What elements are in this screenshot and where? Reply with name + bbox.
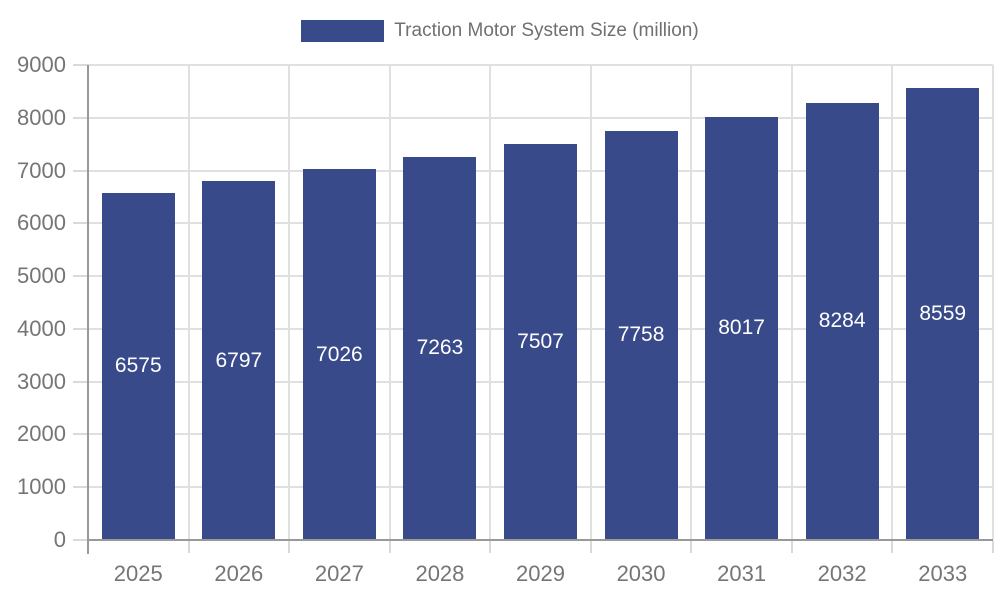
bar: 6575: [101, 192, 175, 540]
bar: 8017: [705, 116, 779, 540]
v-gridline: [489, 65, 492, 540]
bar-value-label: 7263: [416, 336, 464, 360]
y-axis-label: 2000: [17, 421, 66, 447]
v-gridline: [690, 65, 693, 540]
y-axis-label: 1000: [17, 474, 66, 500]
x-axis-label: 2025: [113, 561, 163, 586]
bar-value-label: 8017: [718, 316, 765, 340]
legend-label: Traction Motor System Size (million): [394, 20, 699, 41]
legend[interactable]: Traction Motor System Size (million): [0, 18, 1000, 44]
bar: 7263: [403, 156, 477, 540]
y-axis-label: 7000: [17, 157, 66, 183]
x-axis-label: 2026: [214, 561, 264, 586]
x-axis-tick: [489, 541, 492, 553]
x-axis-tick: [388, 541, 391, 553]
y-axis-label: 5000: [17, 263, 66, 289]
y-axis-tick: [73, 433, 88, 436]
x-axis-label: 2032: [817, 561, 867, 586]
y-axis-label: 6000: [17, 210, 66, 236]
y-axis-tick: [73, 539, 88, 541]
bar: 6797: [202, 181, 276, 540]
v-gridline: [288, 65, 291, 540]
x-axis-tick: [891, 541, 894, 553]
h-gridline: [88, 64, 993, 66]
bar-value-label: 7026: [316, 342, 363, 366]
x-axis-label: 2027: [314, 561, 364, 586]
x-axis-tick: [288, 541, 291, 553]
y-axis-tick: [73, 327, 88, 330]
x-axis-label: 2030: [616, 561, 666, 586]
y-axis-tick: [73, 64, 88, 66]
y-axis-label: 0: [53, 527, 66, 552]
y-axis-tick: [73, 169, 88, 172]
x-axis-label: 2028: [415, 561, 465, 586]
h-gridline: [88, 116, 993, 119]
x-axis-tick: [992, 541, 994, 553]
bar: 7758: [604, 130, 678, 540]
y-axis-label: 4000: [17, 315, 66, 341]
y-axis-label: 8000: [17, 104, 66, 130]
legend-swatch: [301, 20, 385, 42]
x-axis-label: 2033: [918, 561, 968, 586]
bar-value-label: 8559: [919, 302, 967, 326]
x-axis-label: 2029: [516, 561, 565, 586]
v-gridline: [187, 65, 190, 540]
bar: 8284: [805, 102, 879, 540]
x-axis-label: 2031: [717, 561, 767, 586]
x-axis-tick: [589, 541, 592, 553]
v-gridline: [589, 65, 592, 540]
x-axis-tick: [690, 541, 693, 553]
y-axis-tick: [73, 222, 88, 225]
bar-value-label: 7507: [517, 329, 564, 353]
x-axis-line: [88, 539, 993, 541]
v-gridline: [992, 65, 994, 540]
v-gridline: [388, 65, 391, 540]
y-axis-tick: [73, 380, 88, 383]
bar-value-label: 7758: [617, 323, 665, 347]
y-axis-tick: [73, 486, 88, 489]
x-axis-tick: [790, 541, 793, 553]
x-axis-tick: [187, 541, 190, 553]
bar: 7026: [302, 169, 376, 540]
bar: 7507: [504, 143, 577, 540]
v-gridline: [790, 65, 793, 540]
y-axis-label: 3000: [17, 368, 66, 394]
y-axis-line: [87, 65, 89, 554]
y-axis-label: 9000: [17, 52, 66, 77]
bar-value-label: 6797: [215, 348, 263, 372]
y-axis-tick: [73, 116, 88, 119]
bar-value-label: 6575: [114, 354, 162, 378]
y-axis-tick: [73, 275, 88, 278]
v-gridline: [891, 65, 894, 540]
bar: 8559: [906, 88, 980, 540]
bar-value-label: 8284: [818, 309, 866, 333]
